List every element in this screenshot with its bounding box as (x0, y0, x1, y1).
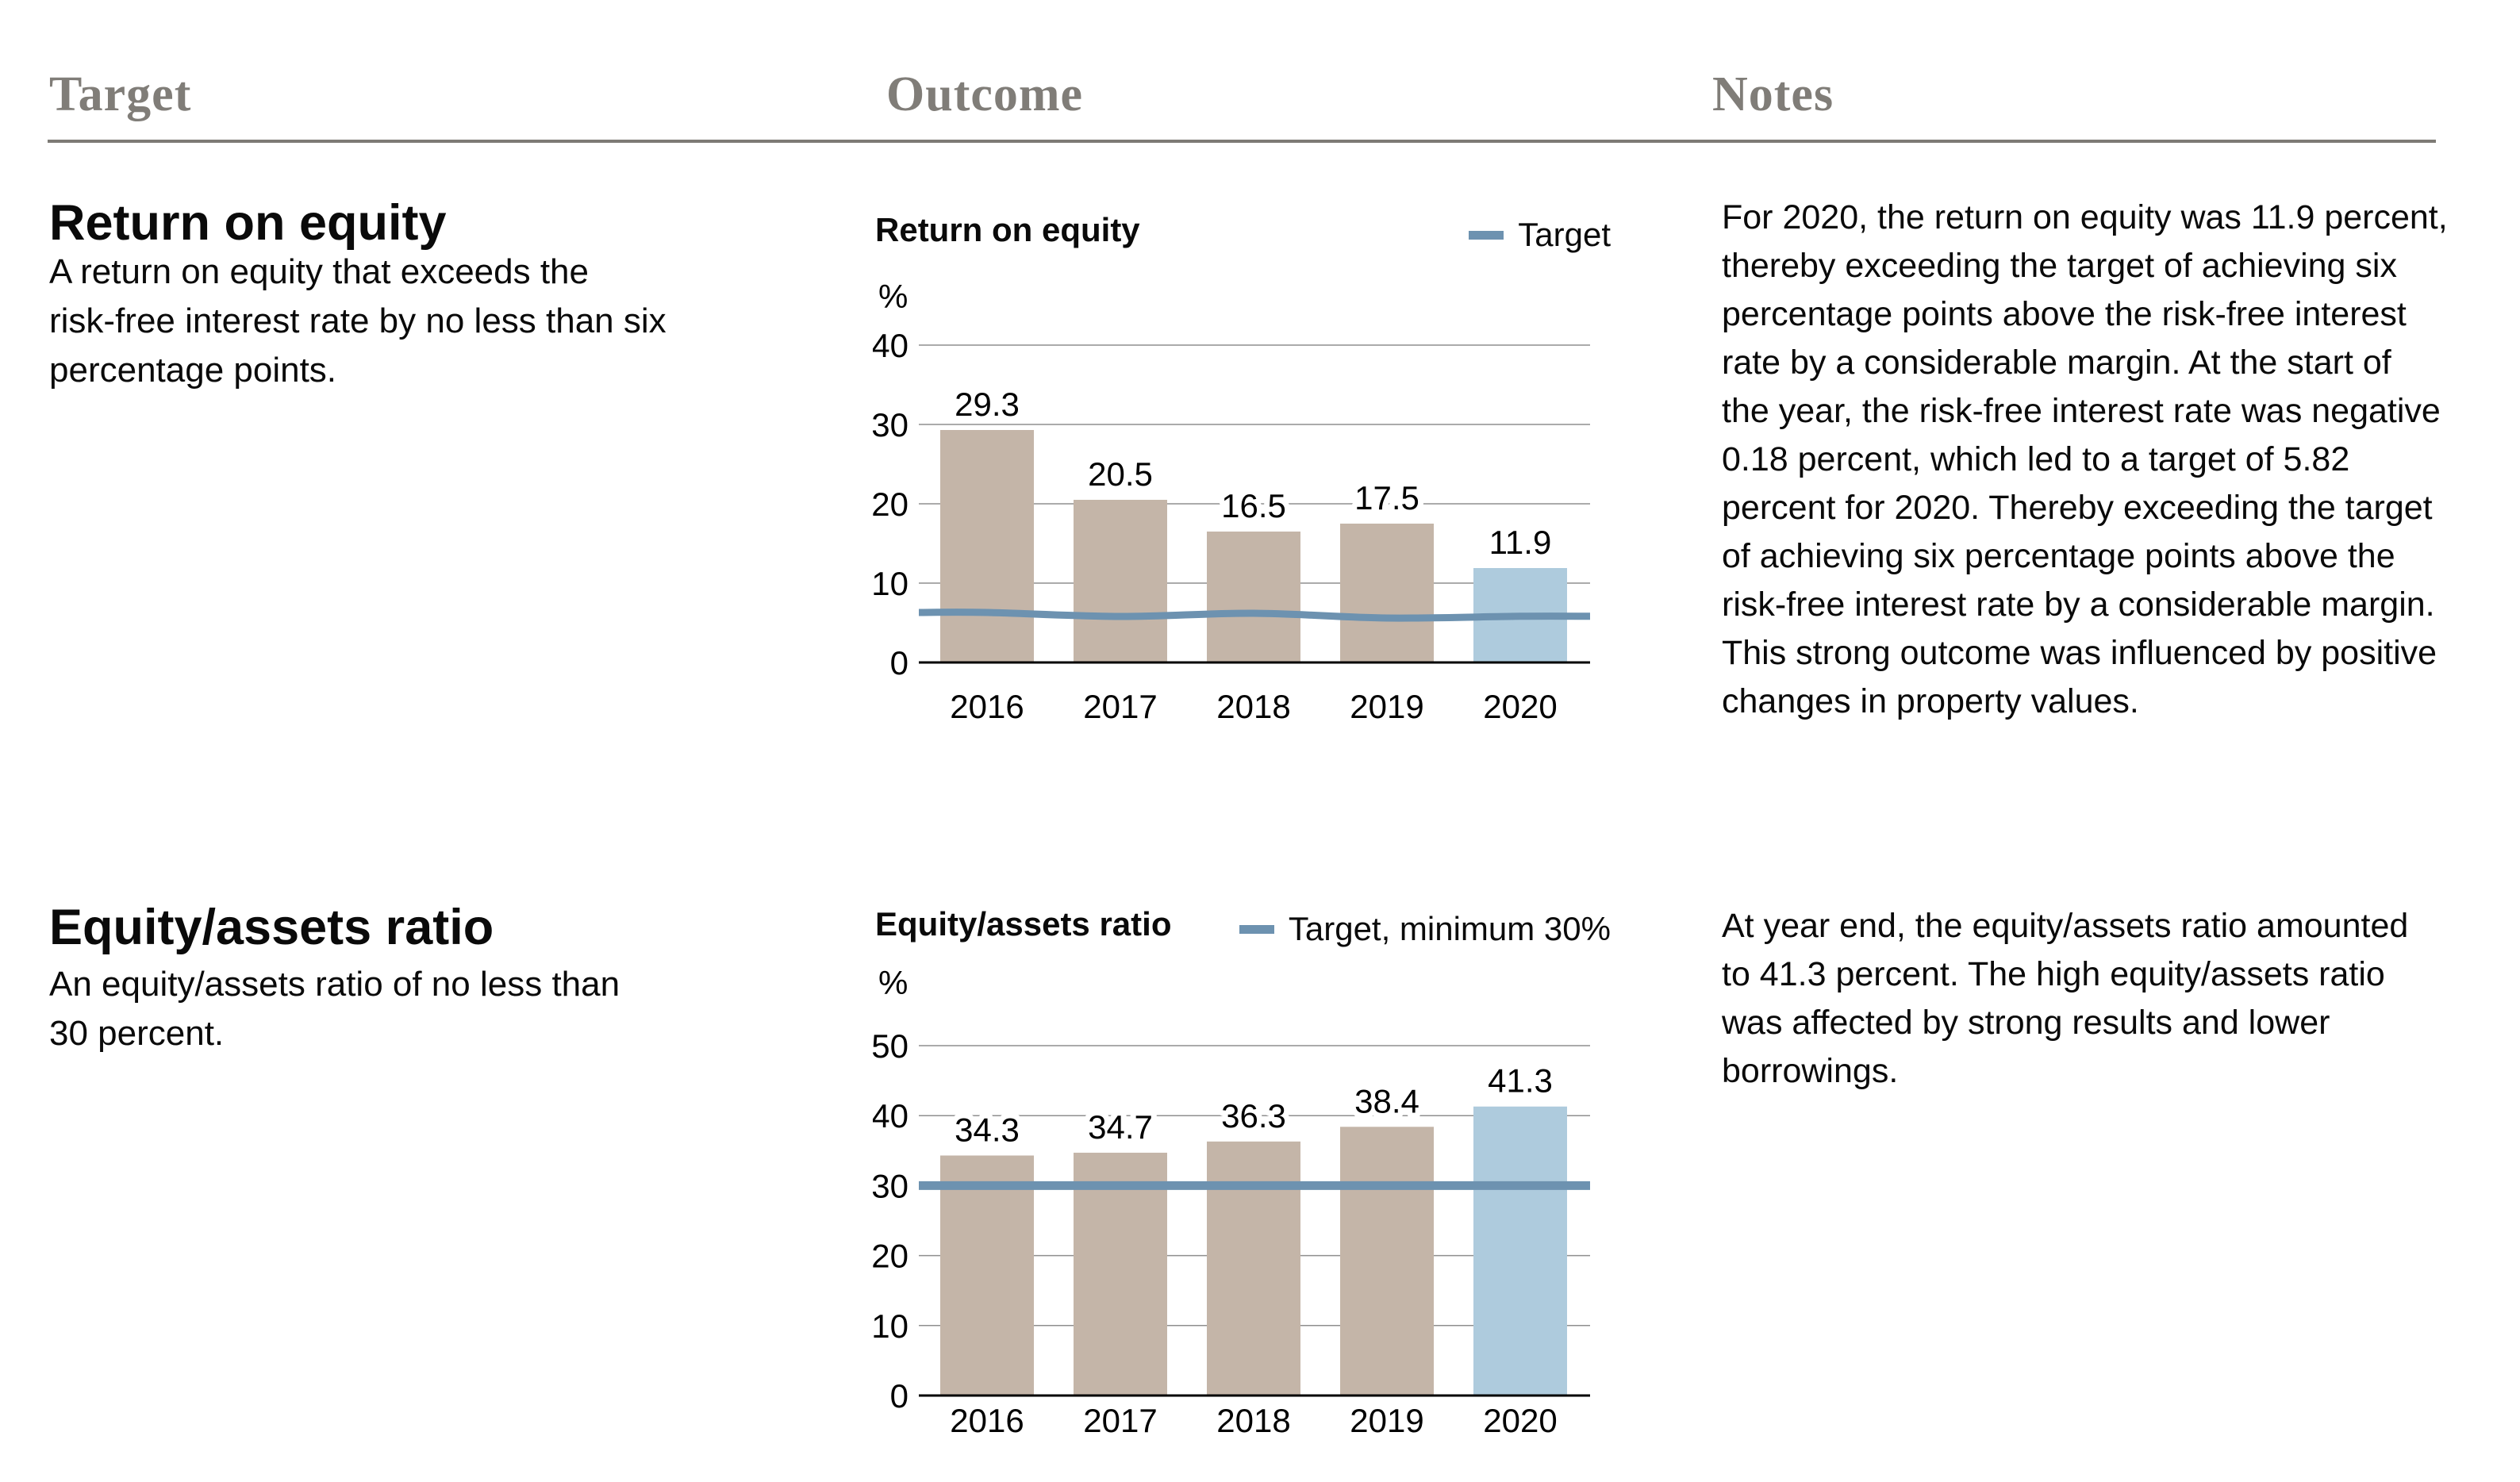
svg-text:40: 40 (873, 327, 909, 364)
svg-text:17.5: 17.5 (1354, 479, 1419, 516)
svg-text:2020: 2020 (1483, 1402, 1557, 1439)
svg-text:30: 30 (873, 406, 909, 443)
svg-text:38.4: 38.4 (1354, 1082, 1419, 1119)
svg-text:11.9: 11.9 (1489, 524, 1552, 561)
chart-title: Equity/assets ratio (875, 905, 1172, 943)
return-on-equity-chart: Return on equity Target 0 10 20 30 40% 29.3 20… (873, 205, 1627, 760)
svg-text:%: % (878, 278, 908, 315)
svg-text:2020: 2020 (1483, 688, 1557, 725)
svg-text:36.3: 36.3 (1221, 1097, 1286, 1135)
notes-equity-assets-ratio: At year end, the equity/assets ratio amo… (1722, 907, 2409, 1090)
svg-text:2016: 2016 (950, 1402, 1024, 1439)
svg-text:10: 10 (873, 565, 909, 602)
column-header-outcome: Outcome (886, 67, 1084, 121)
svg-text:41.3: 41.3 (1488, 1062, 1553, 1100)
notes-return-on-equity: For 2020, the return on equity was 11.9 … (1722, 198, 2448, 720)
svg-text:0: 0 (890, 644, 909, 681)
svg-text:29.3: 29.3 (955, 386, 1020, 423)
svg-text:2018: 2018 (1216, 1402, 1290, 1439)
chart-legend: Target (1469, 216, 1611, 254)
svg-text:2019: 2019 (1350, 1402, 1423, 1439)
target-description-return-on-equity: A return on equity that exceeds the risk… (49, 252, 666, 390)
column-header-target: Target (49, 67, 192, 121)
svg-text:10: 10 (873, 1307, 909, 1345)
target-heading-return-on-equity: Return on equity (49, 195, 447, 251)
svg-text:20: 20 (873, 1238, 909, 1275)
svg-text:0: 0 (890, 1377, 909, 1415)
return-on-equity-plot: 0 10 20 30 40% 29.3 20.5 16.5 17.5 11.9 2016 2017 20… (873, 278, 1591, 725)
svg-text:2019: 2019 (1350, 688, 1423, 725)
legend-label: Target, minimum 30% (1288, 910, 1611, 947)
chart-legend: Target, minimum 30% (1239, 910, 1611, 948)
svg-text:2018: 2018 (1216, 688, 1290, 725)
svg-text:2017: 2017 (1083, 1402, 1157, 1439)
svg-text:30: 30 (873, 1167, 909, 1204)
column-header-notes: Notes (1712, 67, 1834, 121)
svg-text:34.7: 34.7 (1088, 1108, 1153, 1146)
svg-text:2017: 2017 (1083, 688, 1157, 725)
svg-text:%: % (878, 964, 908, 1001)
svg-text:16.5: 16.5 (1221, 487, 1286, 524)
legend-label: Target (1518, 216, 1611, 253)
equity-assets-ratio-chart: Equity/assets ratio Target, minimum 30% … (873, 899, 1627, 1454)
target-line-legend-icon (1469, 230, 1504, 240)
svg-text:2016: 2016 (950, 688, 1024, 725)
svg-text:34.3: 34.3 (955, 1111, 1020, 1148)
target-heading-equity-assets-ratio: Equity/assets ratio (49, 900, 494, 955)
svg-text:40: 40 (873, 1097, 909, 1135)
svg-text:20: 20 (873, 486, 909, 523)
header-divider-line (48, 140, 2436, 143)
target-line-legend-icon (1239, 924, 1274, 934)
svg-text:20.5: 20.5 (1088, 455, 1153, 493)
svg-text:50: 50 (873, 1027, 909, 1065)
equity-assets-ratio-plot: 0 10 20 30 40 50% 34.3 34.7 36.3 38.4 41.3 2016 2017… (873, 964, 1590, 1439)
chart-title: Return on equity (875, 211, 1140, 248)
target-description-equity-assets-ratio: An equity/assets ratio of no less than 3… (49, 965, 620, 1053)
